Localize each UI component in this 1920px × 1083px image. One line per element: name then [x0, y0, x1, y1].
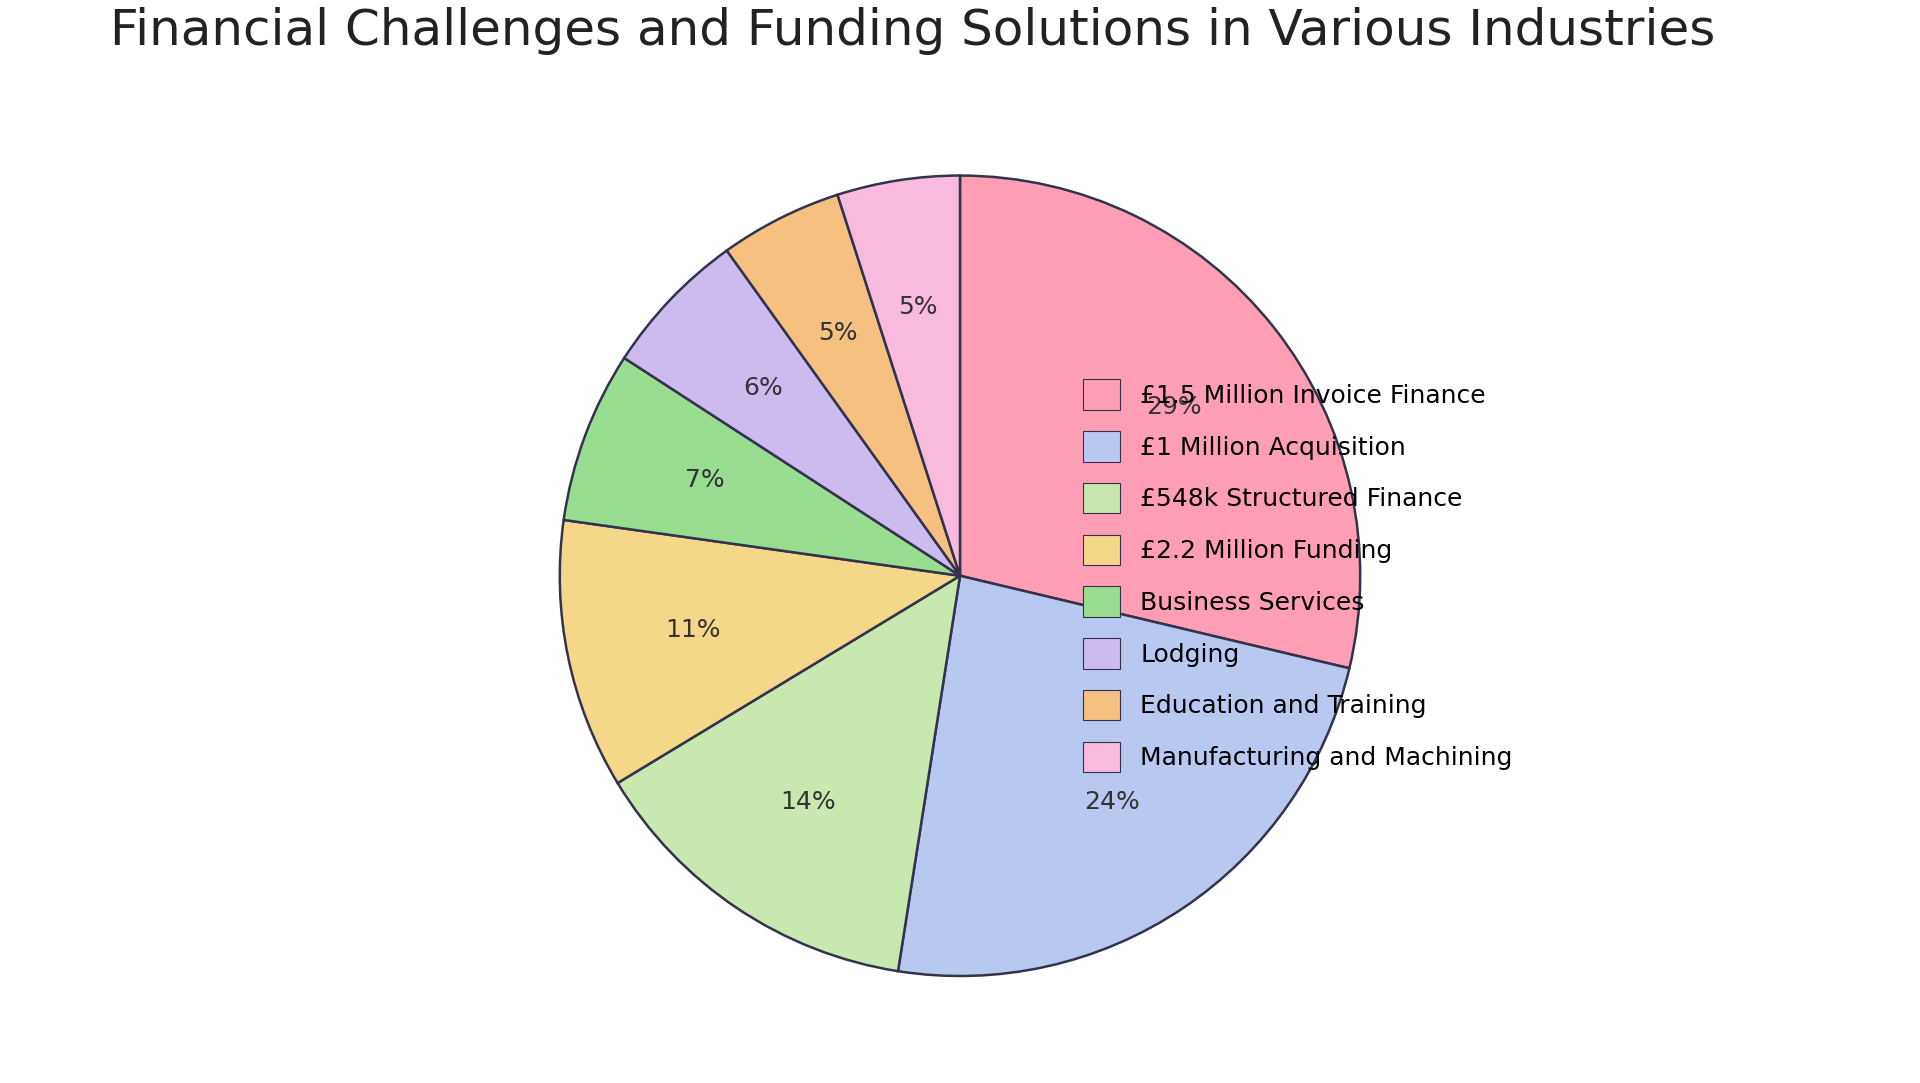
Text: 24%: 24% — [1083, 790, 1139, 813]
Text: 5%: 5% — [899, 295, 937, 318]
Wedge shape — [837, 175, 960, 576]
Legend: £1.5 Million Invoice Finance, £1 Million Acquisition, £548k Structured Finance, : £1.5 Million Invoice Finance, £1 Million… — [1073, 369, 1523, 782]
Wedge shape — [624, 250, 960, 576]
Text: 7%: 7% — [685, 469, 726, 493]
Text: 6%: 6% — [743, 376, 783, 400]
Wedge shape — [899, 576, 1350, 976]
Text: 29%: 29% — [1146, 395, 1202, 419]
Wedge shape — [561, 520, 960, 783]
Wedge shape — [618, 576, 960, 971]
Wedge shape — [728, 195, 960, 576]
Text: 5%: 5% — [818, 321, 858, 344]
Wedge shape — [564, 358, 960, 576]
Text: Financial Challenges and Funding Solutions in Various Industries: Financial Challenges and Funding Solutio… — [109, 6, 1715, 55]
Wedge shape — [960, 175, 1359, 668]
Text: 11%: 11% — [666, 618, 722, 642]
Text: 14%: 14% — [781, 790, 837, 813]
